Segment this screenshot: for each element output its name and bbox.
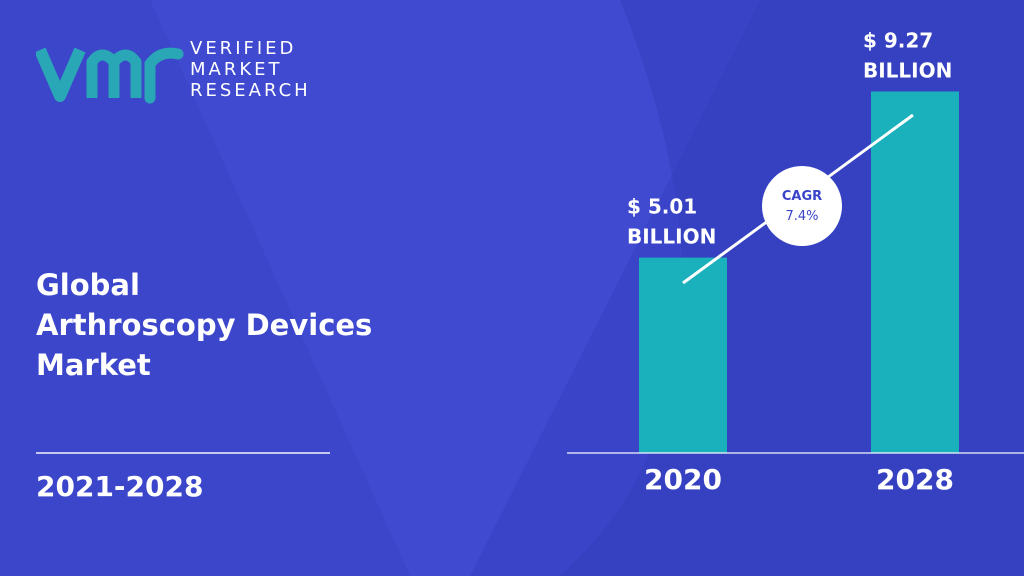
verified-market-research-logo	[36, 47, 184, 104]
title-line-1: Global	[36, 268, 140, 302]
forecast-period: 2021-2028	[36, 470, 204, 503]
data-label-2028-2: BILLION	[863, 58, 952, 82]
background-left-shade	[0, 0, 410, 576]
bar-2028	[871, 91, 959, 453]
data-label-2020-2: BILLION	[627, 225, 716, 249]
page-title: Global Arthroscopy Devices Market	[36, 265, 436, 385]
title-line-3: Market	[36, 348, 151, 382]
cagr-value: 7.4%	[785, 209, 818, 224]
background-v-shape	[150, 0, 760, 576]
title-divider	[36, 452, 330, 454]
brand-line-2: MARKET	[190, 59, 283, 80]
bar-2020	[639, 257, 727, 453]
data-label-2020-1: $ 5.01	[627, 195, 697, 219]
data-label-2028-1: $ 9.27	[863, 28, 933, 52]
x-tick-label-2020: 2020	[644, 463, 722, 496]
cagr-label: CAGR	[782, 189, 822, 204]
x-tick-label-2028: 2028	[876, 463, 954, 496]
brand-line-1: VERIFIED	[190, 38, 297, 59]
brand-name: VERIFIED MARKET RESEARCH	[190, 38, 311, 101]
cagr-badge	[762, 166, 842, 246]
brand-line-3: RESEARCH	[190, 80, 311, 101]
title-line-2: Arthroscopy Devices	[36, 308, 373, 342]
